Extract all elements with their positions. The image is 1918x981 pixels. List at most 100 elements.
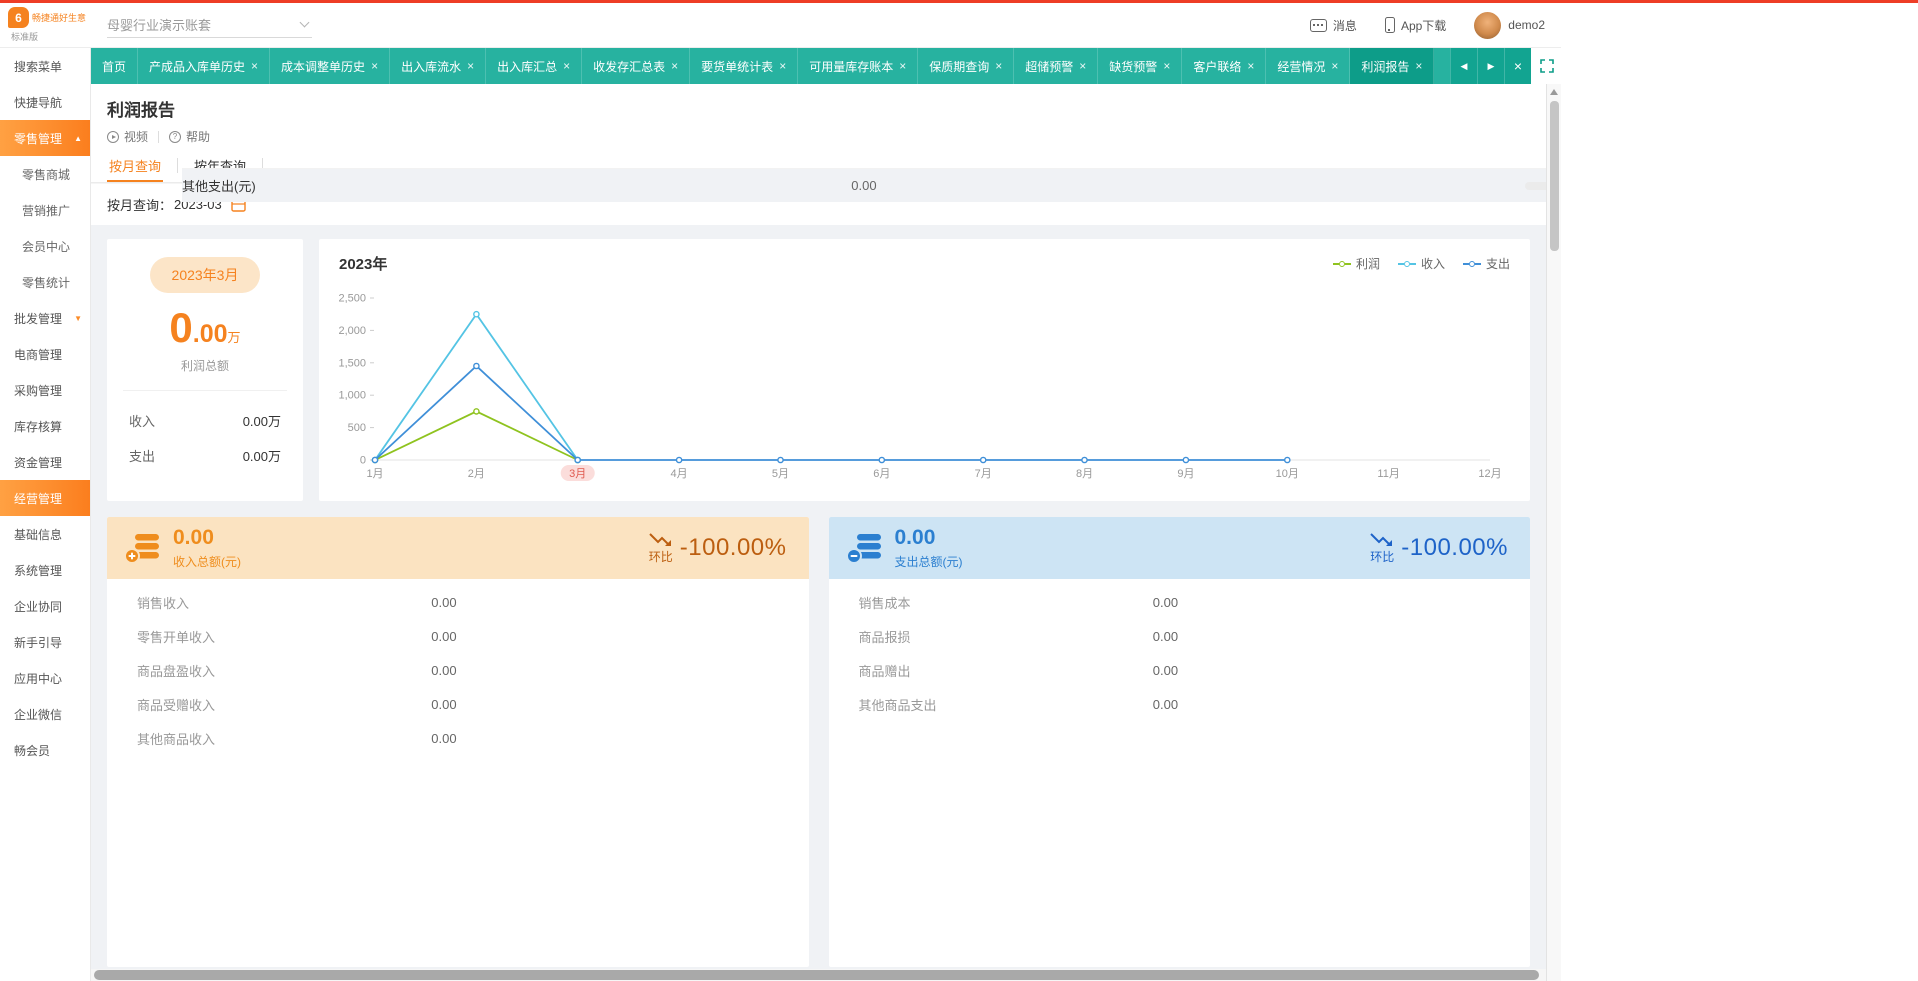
finance-row-label: 零售开单收入 bbox=[137, 629, 216, 645]
video-link[interactable]: 视频 bbox=[107, 128, 148, 145]
tab[interactable]: 缺货预警 × bbox=[1098, 48, 1183, 84]
tabs-scroll-right-button[interactable]: ▶ bbox=[1477, 48, 1504, 84]
sidebar-item[interactable]: 新手引导 bbox=[0, 624, 90, 660]
tab[interactable]: 可用量库存账本 × bbox=[798, 48, 919, 84]
summary-row-value: 0.00万 bbox=[242, 449, 281, 464]
tab-close-icon[interactable]: × bbox=[779, 59, 787, 73]
horizontal-scrollbar-thumb[interactable] bbox=[94, 970, 1539, 980]
expense-total-label: 支出总额(元) bbox=[894, 555, 963, 569]
help-link[interactable]: 帮助 bbox=[169, 128, 210, 145]
finance-row: 其他商品收入 0.00 bbox=[127, 721, 789, 755]
sidebar-item[interactable]: 采购管理 bbox=[0, 372, 90, 408]
tab[interactable]: 经营情况 × bbox=[1266, 48, 1351, 84]
legend-item[interactable]: 支出 bbox=[1462, 255, 1510, 272]
tab[interactable]: 收发存汇总表 × bbox=[582, 48, 691, 84]
svg-text:4月: 4月 bbox=[671, 468, 688, 480]
summary-row: 收入 0.00万 bbox=[121, 403, 289, 438]
tab-close-icon[interactable]: × bbox=[1079, 59, 1087, 73]
username: demo2 bbox=[1508, 18, 1545, 32]
legend-item[interactable]: 收入 bbox=[1397, 255, 1445, 272]
tab-close-icon[interactable]: × bbox=[671, 59, 679, 73]
filter-label: 按月查询： bbox=[107, 198, 173, 213]
account-select[interactable]: 母婴行业演示账套 bbox=[107, 12, 312, 38]
sidebar-item-label: 快捷导航 bbox=[14, 95, 63, 110]
sidebar-item[interactable]: 企业微信 bbox=[0, 696, 90, 732]
open-tabs: 首页 × 产成品入库单历史 × 成本调整单历史 × 出入库流水 bbox=[91, 48, 1450, 84]
app-logo[interactable]: 6 畅捷通好生意 标准版 bbox=[0, 3, 91, 47]
video-label: 视频 bbox=[124, 130, 149, 144]
scroll-up-arrow-icon[interactable] bbox=[1550, 89, 1558, 95]
tab[interactable]: 成本调整单历史 × bbox=[270, 48, 391, 84]
svg-text:8月: 8月 bbox=[1076, 468, 1093, 480]
expense-ratio: 环比 -100.00% bbox=[1370, 532, 1508, 565]
sidebar-item[interactable]: 畅会员 bbox=[0, 732, 90, 768]
tab-close-icon[interactable]: × bbox=[1415, 59, 1423, 73]
fullscreen-toggle-button[interactable] bbox=[1531, 48, 1561, 84]
tab[interactable]: 利润报告 × bbox=[1350, 48, 1435, 84]
legend-line bbox=[1462, 262, 1469, 265]
logo-icon: 6 bbox=[8, 7, 29, 28]
tab[interactable]: 首页 × bbox=[91, 48, 139, 84]
finance-row: 商品受赠收入 0.00 bbox=[127, 687, 789, 721]
sidebar-item[interactable]: 应用中心 bbox=[0, 660, 90, 696]
sidebar-item[interactable]: 营销推广 bbox=[0, 192, 90, 228]
sidebar-item[interactable]: 基础信息 bbox=[0, 516, 90, 552]
tab[interactable]: 出入库流水 × bbox=[390, 48, 487, 84]
sidebar-item-label: 零售统计 bbox=[22, 275, 71, 290]
sidebar-item-label: 会员中心 bbox=[22, 239, 71, 254]
tab-close-icon[interactable]: × bbox=[251, 59, 259, 73]
message-bubble-icon bbox=[1309, 18, 1327, 32]
tabs-scroll-left-button[interactable]: ◀ bbox=[1450, 48, 1477, 84]
page-header: 利润报告 视频 帮助 按月查询 bbox=[91, 84, 1546, 183]
income-card-header: 0.00 收入总额(元) 环比 bbox=[107, 517, 809, 579]
sidebar-item[interactable]: 批发管理 ▼ bbox=[0, 300, 90, 336]
sidebar-item[interactable]: 零售管理 ▲ bbox=[0, 120, 90, 156]
vertical-scrollbar-thumb[interactable] bbox=[1549, 101, 1559, 251]
sidebar-item[interactable]: 资金管理 bbox=[0, 444, 90, 480]
sidebar-item-label: 采购管理 bbox=[14, 383, 63, 398]
sidebar-item[interactable]: 库存核算 bbox=[0, 408, 90, 444]
sidebar-item[interactable]: 快捷导航 bbox=[0, 84, 90, 120]
topbar-right: 消息 App下载 demo2 bbox=[1309, 11, 1561, 39]
tab-close-icon[interactable]: × bbox=[899, 59, 907, 73]
vertical-scrollbar[interactable] bbox=[1546, 84, 1561, 981]
tab-close-icon[interactable]: × bbox=[1163, 59, 1171, 73]
legend-item[interactable]: 利润 bbox=[1332, 255, 1380, 272]
tab[interactable]: 超储预警 × bbox=[1014, 48, 1099, 84]
tab[interactable]: 出入库汇总 × bbox=[486, 48, 583, 84]
profit-line-chart[interactable]: 0 500 1,000 1,500 2,000 2,500 1月 2月 3月 4月 5月 6月 7月 8月… bbox=[329, 282, 1508, 487]
profit-total-dec: .00 bbox=[192, 320, 228, 348]
tab-close-icon[interactable]: × bbox=[563, 59, 571, 73]
sidebar-item[interactable]: 电商管理 bbox=[0, 336, 90, 372]
tab[interactable]: 客户联络 × bbox=[1182, 48, 1267, 84]
sidebar-item[interactable]: 经营管理 bbox=[0, 480, 90, 516]
query-tab[interactable]: 按月查询 bbox=[107, 149, 164, 182]
tab-close-icon[interactable]: × bbox=[1247, 59, 1255, 73]
messages-button[interactable]: 消息 bbox=[1309, 17, 1357, 34]
trend-down-icon bbox=[649, 532, 671, 546]
tab-close-icon[interactable]: × bbox=[467, 59, 475, 73]
sidebar-item[interactable]: 会员中心 bbox=[0, 228, 90, 264]
app-download-button[interactable]: App下载 bbox=[1384, 17, 1446, 34]
topbar: 6 畅捷通好生意 标准版 母婴行业演示账套 消息 App下载 bbox=[0, 3, 1561, 48]
divider bbox=[123, 390, 287, 391]
help-circle-icon bbox=[169, 130, 182, 143]
tab[interactable]: 要货单统计表 × bbox=[690, 48, 799, 84]
tab-close-icon[interactable]: × bbox=[995, 59, 1003, 73]
sidebar-item[interactable]: 搜索菜单 bbox=[0, 48, 90, 84]
horizontal-scrollbar[interactable] bbox=[91, 969, 1546, 981]
svg-text:1月: 1月 bbox=[366, 468, 383, 480]
close-all-tabs-button[interactable]: × bbox=[1504, 48, 1531, 84]
tab[interactable]: 产成品入库单历史 × bbox=[138, 48, 271, 84]
sidebar-item-label: 企业微信 bbox=[14, 707, 63, 722]
sidebar-item[interactable]: 企业协同 bbox=[0, 588, 90, 624]
sidebar-item[interactable]: 零售商城 bbox=[0, 156, 90, 192]
tab[interactable]: 保质期查询 × bbox=[918, 48, 1015, 84]
sidebar-item[interactable]: 系统管理 bbox=[0, 552, 90, 588]
tab-label: 超储预警 bbox=[1025, 59, 1074, 74]
finance-row: 零售开单收入 0.00 bbox=[127, 619, 789, 653]
tab-close-icon[interactable]: × bbox=[1331, 59, 1339, 73]
tab-close-icon[interactable]: × bbox=[371, 59, 379, 73]
sidebar-item[interactable]: 零售统计 bbox=[0, 264, 90, 300]
user-menu[interactable]: demo2 bbox=[1474, 11, 1545, 39]
